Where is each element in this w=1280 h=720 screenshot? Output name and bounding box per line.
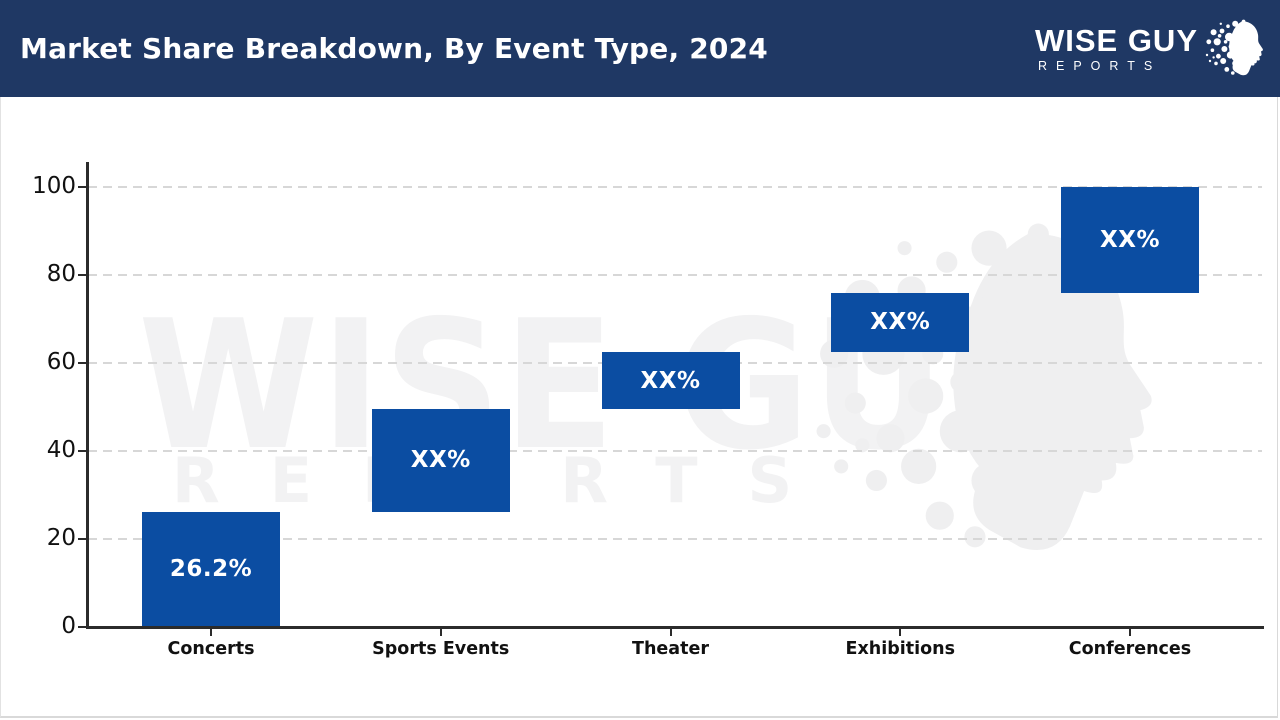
waterfall-bar: XX% [601,352,740,410]
waterfall-bar: XX% [831,292,970,352]
category-label: Exhibitions [845,639,956,659]
x-tick-mark [439,628,442,636]
bar-value-label: XX% [640,367,701,394]
brand-head-icon [1204,11,1264,87]
x-tick-mark [899,628,902,636]
category-label: Conferences [1068,639,1192,659]
x-tick-mark [210,628,212,636]
header-bar: Market Share Breakdown, By Event Type, 2… [0,0,1280,97]
brand-logo-text: WISE GUY REPORTS [1035,25,1198,73]
waterfall-bar: XX% [371,409,510,512]
y-tick-mark [78,362,87,364]
y-tick-label: 80 [46,261,76,287]
brand-reports-text: REPORTS [1037,58,1162,73]
y-tick-mark [78,626,87,628]
y-tick-mark [78,274,87,276]
bar-value-label: 26.2% [169,556,253,583]
bar-value-label: XX% [410,447,471,474]
brand-name-text: WISE GUY [1034,22,1198,58]
y-tick-label: 60 [46,349,76,375]
category-label: Theater [632,639,709,659]
page-title: Market Share Breakdown, By Event Type, 2… [20,32,768,65]
y-tick-mark [78,186,87,188]
category-label: Concerts [167,639,255,659]
waterfall-bar: XX% [1061,187,1199,293]
brand-logo: WISE GUY REPORTS [1035,11,1280,87]
gridline [88,450,1262,452]
y-tick-label: 20 [46,525,76,551]
y-tick-label: 100 [32,173,76,199]
x-axis-spine [86,626,1264,629]
gridline [88,538,1262,540]
gridline [88,186,1262,188]
y-tick-label: 0 [61,613,76,639]
bar-value-label: XX% [870,309,931,336]
bar-value-label: XX% [1099,226,1160,253]
y-tick-label: 40 [46,437,76,463]
x-tick-mark [1129,628,1131,636]
y-tick-mark [78,450,87,452]
x-tick-mark [669,628,672,636]
category-label: Sports Events [372,639,510,659]
waterfall-bar: 26.2% [142,511,280,627]
gridline [88,274,1262,276]
y-tick-mark [78,538,87,540]
y-axis-spine [86,162,89,629]
